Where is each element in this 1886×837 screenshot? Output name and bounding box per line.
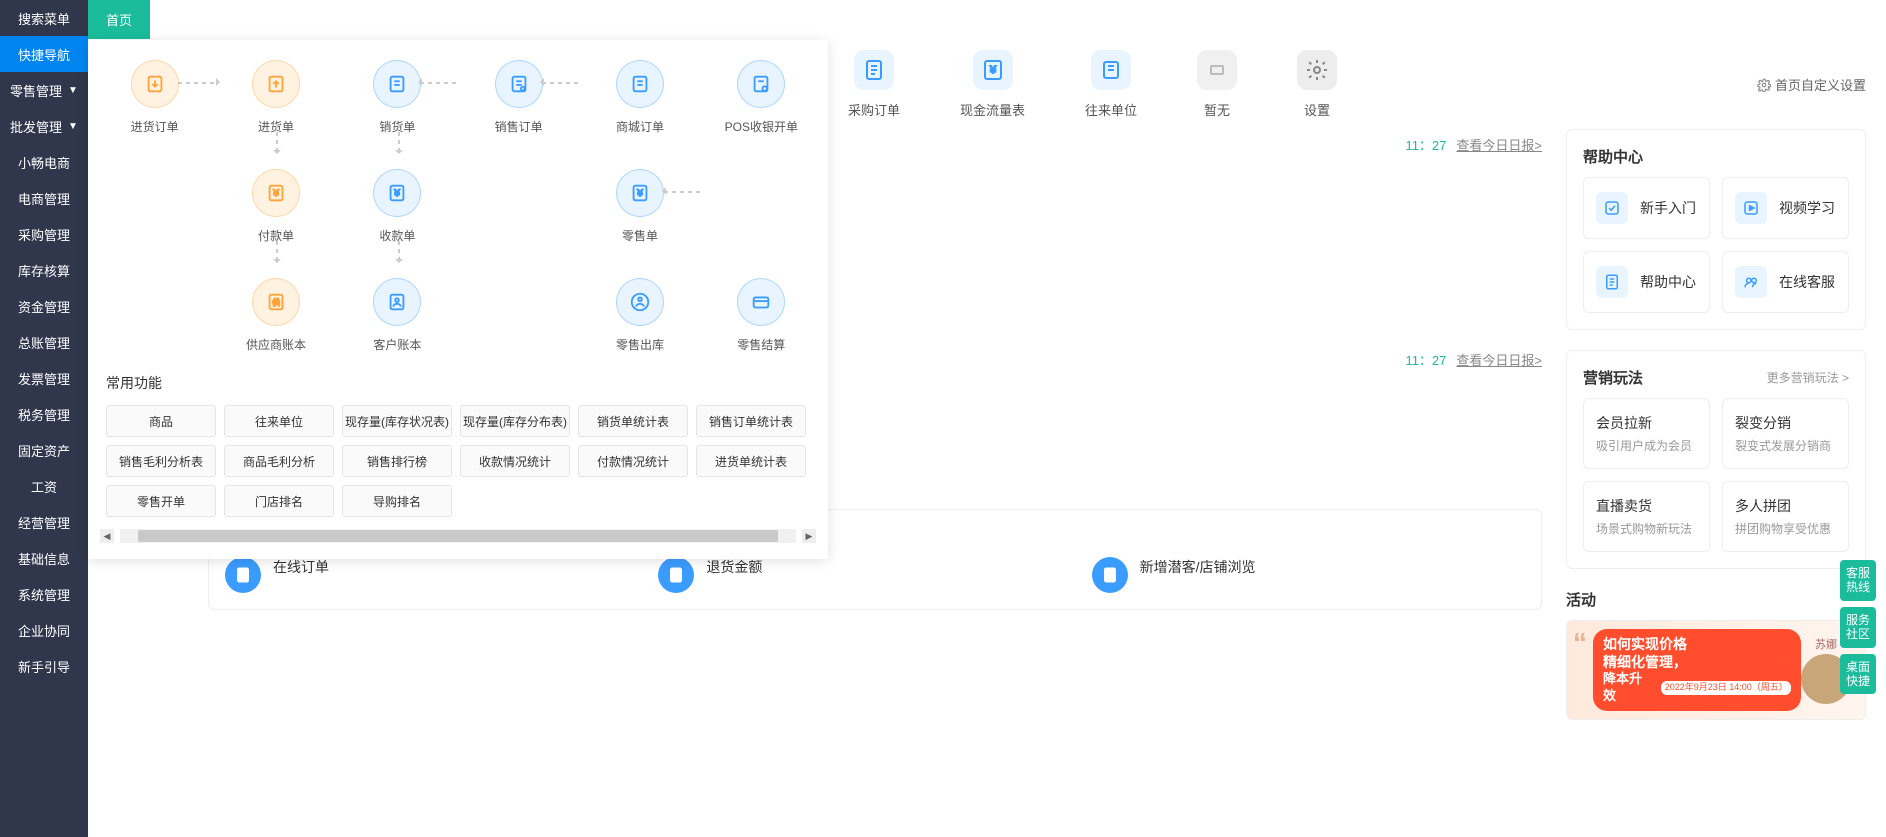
svg-text:¥: ¥: [636, 188, 643, 198]
flow-node[interactable]: POS收银开单: [701, 60, 822, 135]
time-badge: 11：27: [1405, 135, 1446, 154]
sidebar-item[interactable]: 库存核算: [0, 252, 88, 288]
common-function-button[interactable]: 零售开单: [106, 485, 216, 517]
marketing-item[interactable]: 裂变分销裂变式发展分销商: [1722, 398, 1849, 469]
common-function-button[interactable]: 现存量(库存分布表): [460, 405, 570, 437]
scroll-left-button[interactable]: ◀: [100, 529, 114, 543]
marketing-card: 营销玩法 更多营销玩法 > 会员拉新吸引用户成为会员裂变分销裂变式发展分销商直播…: [1566, 350, 1866, 569]
sidebar-item[interactable]: 企业协同: [0, 612, 88, 648]
sidebar-item[interactable]: 固定资产: [0, 432, 88, 468]
sidebar-item[interactable]: 快捷导航: [0, 36, 88, 72]
svg-text:¥: ¥: [989, 65, 996, 76]
common-function-button[interactable]: 付款情况统计: [578, 445, 688, 477]
common-function-button[interactable]: 进货单统计表: [696, 445, 806, 477]
card-title: 帮助中心: [1583, 146, 1643, 167]
sidebar-item[interactable]: 搜索菜单: [0, 0, 88, 36]
sidebar-item[interactable]: 经营管理: [0, 504, 88, 540]
common-function-button[interactable]: 销售订单统计表: [696, 405, 806, 437]
stat-text: 退货金额: [706, 557, 762, 593]
sidebar-item[interactable]: 工资: [0, 468, 88, 504]
homepage-custom-settings[interactable]: 首页自定义设置: [1757, 75, 1866, 94]
flow-node[interactable]: 供供应商账本: [215, 278, 336, 353]
common-function-button[interactable]: 商品: [106, 405, 216, 437]
flow-node[interactable]: ¥零售单: [579, 169, 700, 244]
common-functions-header: 常用功能: [94, 353, 822, 405]
float-button[interactable]: 桌面快捷: [1840, 654, 1876, 695]
help-item[interactable]: 帮助中心: [1583, 251, 1710, 313]
quick-entry[interactable]: 采购订单: [848, 50, 900, 119]
sidebar-item[interactable]: 发票管理: [0, 360, 88, 396]
stat-icon: [225, 557, 261, 593]
common-function-button[interactable]: 导购排名: [342, 485, 452, 517]
horizontal-scrollbar[interactable]: ◀ ▶: [94, 529, 822, 549]
scroll-track[interactable]: [120, 529, 796, 543]
sidebar-item[interactable]: 零售管理▼: [0, 72, 88, 108]
more-marketing-link[interactable]: 更多营销玩法 >: [1767, 369, 1849, 386]
common-function-button[interactable]: 销售毛利分析表: [106, 445, 216, 477]
flow-node[interactable]: 客户账本: [337, 278, 458, 353]
marketing-item[interactable]: 多人拼团拼团购物享受优惠: [1722, 481, 1849, 552]
time-badge: 11：27: [1405, 350, 1446, 369]
main: 首页 进货订单进货单销货单销售订单商城订单POS收银开单¥付款单¥收款单¥零售单…: [88, 0, 1886, 837]
help-item[interactable]: 在线客服: [1722, 251, 1849, 313]
homepage-settings-label: 首页自定义设置: [1775, 75, 1866, 94]
quote-icon: “: [1573, 627, 1587, 659]
scroll-thumb[interactable]: [138, 530, 778, 542]
common-function-button[interactable]: 往来单位: [224, 405, 334, 437]
stat-icon: [1092, 557, 1128, 593]
marketing-item[interactable]: 直播卖货场景式购物新玩法: [1583, 481, 1710, 552]
sidebar: 搜索菜单快捷导航零售管理▼批发管理▼小畅电商电商管理采购管理库存核算资金管理总账…: [0, 0, 88, 837]
quick-entry[interactable]: 往来单位: [1085, 50, 1137, 119]
common-function-button[interactable]: 门店排名: [224, 485, 334, 517]
activity-banner[interactable]: “ 如何实现价格 精细化管理， 降本升效 2022年9月23日 14:00（周五…: [1566, 620, 1866, 720]
common-function-button[interactable]: 销货单统计表: [578, 405, 688, 437]
today-report-link[interactable]: 查看今日日报>: [1456, 135, 1542, 154]
card-title: 活动: [1566, 589, 1596, 610]
common-function-button[interactable]: 商品毛利分析: [224, 445, 334, 477]
stat-text: 新增潜客/店铺浏览: [1140, 557, 1256, 593]
sidebar-item[interactable]: 采购管理: [0, 216, 88, 252]
flow-node[interactable]: 销售订单: [458, 60, 579, 135]
sidebar-item[interactable]: 基础信息: [0, 540, 88, 576]
help-center-card: 帮助中心 新手入门视频学习帮助中心在线客服: [1566, 129, 1866, 330]
svg-text:供: 供: [272, 298, 280, 307]
float-button[interactable]: 客服热线: [1840, 560, 1876, 601]
flow-node[interactable]: 进货订单: [94, 60, 215, 135]
sidebar-item[interactable]: 小畅电商: [0, 144, 88, 180]
sidebar-item[interactable]: 税务管理: [0, 396, 88, 432]
card-title: 营销玩法: [1583, 367, 1643, 388]
scroll-right-button[interactable]: ▶: [802, 529, 816, 543]
sidebar-item[interactable]: 总账管理: [0, 324, 88, 360]
banner-bubble: 如何实现价格 精细化管理， 降本升效 2022年9月23日 14:00（周五）: [1593, 629, 1801, 711]
help-item[interactable]: 新手入门: [1583, 177, 1710, 239]
help-item[interactable]: 视频学习: [1722, 177, 1849, 239]
common-function-button[interactable]: 收款情况统计: [460, 445, 570, 477]
quicknav-flyout: 进货订单进货单销货单销售订单商城订单POS收银开单¥付款单¥收款单¥零售单供供应…: [88, 40, 828, 559]
stat-icon: [658, 557, 694, 593]
sidebar-item[interactable]: 新手引导: [0, 648, 88, 684]
quick-entry[interactable]: 暂无: [1197, 50, 1237, 119]
today-report-link[interactable]: 查看今日日报>: [1456, 350, 1542, 369]
float-buttons: 客服热线服务社区桌面快捷: [1840, 560, 1876, 694]
speaker-name: 苏娜: [1815, 636, 1837, 652]
float-button[interactable]: 服务社区: [1840, 607, 1876, 648]
tab-home[interactable]: 首页: [88, 0, 150, 39]
svg-text:¥: ¥: [272, 188, 279, 198]
topbar: 首页: [88, 0, 1886, 40]
sidebar-item[interactable]: 系统管理: [0, 576, 88, 612]
common-function-button[interactable]: 销售排行榜: [342, 445, 452, 477]
flow-node[interactable]: 零售结算: [701, 278, 822, 353]
sidebar-item[interactable]: 资金管理: [0, 288, 88, 324]
flow-node[interactable]: 零售出库: [579, 278, 700, 353]
stat-text: 在线订单: [273, 557, 329, 593]
marketing-item[interactable]: 会员拉新吸引用户成为会员: [1583, 398, 1710, 469]
sidebar-item[interactable]: 批发管理▼: [0, 108, 88, 144]
common-function-button[interactable]: 现存量(库存状况表): [342, 405, 452, 437]
quick-entry[interactable]: ¥现金流量表: [960, 50, 1025, 119]
sidebar-item[interactable]: 电商管理: [0, 180, 88, 216]
svg-text:¥: ¥: [394, 188, 401, 198]
quick-entry[interactable]: 设置: [1297, 50, 1337, 119]
activity-section: 活动 “ 如何实现价格 精细化管理， 降本升效 2022年9月23日 14:00…: [1566, 589, 1866, 720]
flow-node[interactable]: 商城订单: [579, 60, 700, 135]
